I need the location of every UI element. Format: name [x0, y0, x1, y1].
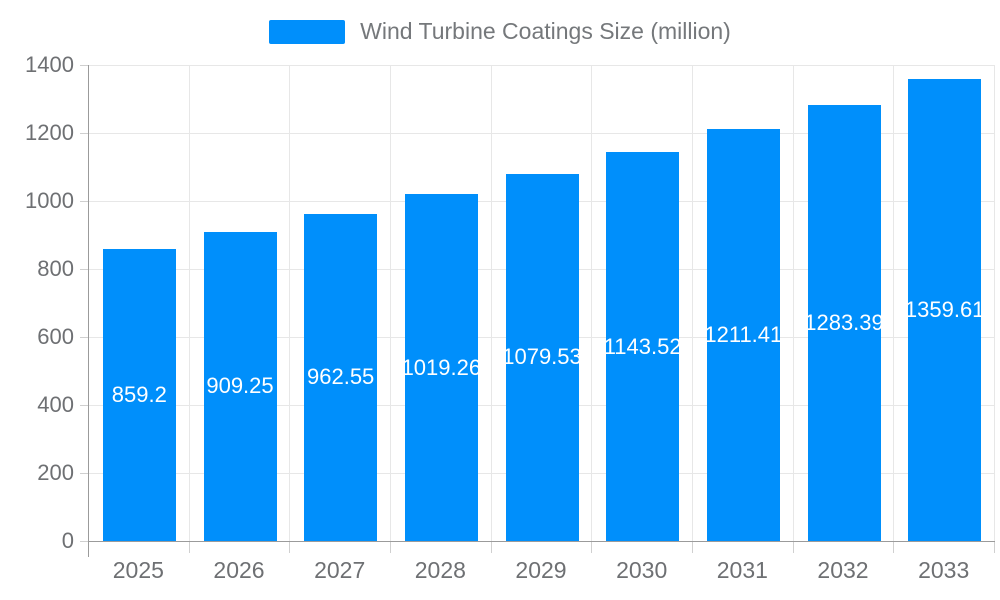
- x-axis-tick-mark: [289, 542, 290, 553]
- x-axis-tick-label: 2029: [515, 557, 567, 583]
- y-axis-tick-label: 800: [37, 256, 74, 281]
- bar-value-label: 1143.52: [606, 333, 680, 359]
- y-axis-tick-mark: [80, 201, 88, 202]
- y-axis-tick-label: 1000: [25, 188, 74, 213]
- y-axis-tick-mark: [80, 541, 88, 542]
- x-axis-tick-label: 2031: [716, 557, 768, 583]
- y-axis-tick-label: 1200: [25, 120, 74, 145]
- x-gridline: [289, 65, 290, 541]
- y-axis-tick-mark: [80, 473, 88, 474]
- y-axis-tick-label: 1400: [25, 52, 74, 77]
- y-gridline: [89, 133, 995, 134]
- x-axis-tick-mark: [692, 542, 693, 553]
- legend-swatch-icon: [269, 19, 346, 44]
- x-gridline: [189, 65, 190, 541]
- x-axis-tick-label: 2028: [414, 557, 466, 583]
- x-axis-tick-label: 2033: [918, 557, 970, 583]
- x-axis-tick-mark: [491, 542, 492, 553]
- x-gridline: [491, 65, 492, 541]
- x-axis-tick-mark: [793, 542, 794, 553]
- bar-2030[interactable]: 1143.52: [606, 152, 680, 541]
- bar-value-label: 1079.53: [505, 344, 579, 370]
- x-axis-tick-label: 2030: [616, 557, 668, 583]
- x-axis-tick-mark: [189, 542, 190, 553]
- legend-label: Wind Turbine Coatings Size (million): [360, 18, 731, 44]
- bar-2031[interactable]: 1211.41: [706, 129, 780, 541]
- legend[interactable]: Wind Turbine Coatings Size (million): [0, 18, 1000, 45]
- y-axis-tick-label: 400: [37, 392, 74, 417]
- bar-2029[interactable]: 1079.53: [505, 173, 579, 541]
- bar-value-label: 1019.26: [404, 354, 478, 380]
- x-axis-tick-label: 2026: [213, 557, 265, 583]
- y-axis-extension: [88, 542, 89, 557]
- bar-value-label: 1211.41: [706, 322, 780, 348]
- x-gridline: [793, 65, 794, 541]
- bar-value-label: 962.55: [307, 364, 375, 390]
- x-axis-tick-mark: [390, 542, 391, 553]
- y-axis-tick-label: 600: [37, 324, 74, 349]
- y-axis-tick-label: 200: [37, 460, 74, 485]
- bar-value-label: 909.25: [206, 373, 274, 399]
- plot-area: 859.2 909.25 962.55 1019.26 1079.53 1143.52 12…: [88, 65, 995, 542]
- y-axis-tick-mark: [80, 133, 88, 134]
- bar-2028[interactable]: 1019.26: [404, 194, 478, 541]
- x-gridline: [591, 65, 592, 541]
- bar-value-label: 859.2: [111, 381, 167, 407]
- y-gridline: [89, 65, 995, 66]
- x-axis-tick-label: 2032: [817, 557, 869, 583]
- x-gridline: [692, 65, 693, 541]
- y-axis-tick-mark: [80, 269, 88, 270]
- x-gridline: [390, 65, 391, 541]
- x-axis-tick-mark: [591, 542, 592, 553]
- x-gridline: [893, 65, 894, 541]
- x-axis-tick-label: 2025: [112, 557, 164, 583]
- bar-2027[interactable]: 962.55: [304, 213, 378, 541]
- y-axis-tick-mark: [80, 337, 88, 338]
- x-axis-tick-mark: [893, 542, 894, 553]
- y-axis-tick-label: 0: [61, 528, 74, 553]
- bar-2026[interactable]: 909.25: [203, 231, 277, 541]
- y-axis-tick-mark: [80, 65, 88, 66]
- bar-value-label: 1359.61: [908, 296, 982, 322]
- x-gridline: [994, 65, 995, 541]
- bar-2032[interactable]: 1283.39: [807, 104, 881, 541]
- bar-value-label: 1283.39: [807, 309, 881, 335]
- x-axis-tick-mark: [994, 542, 995, 553]
- bar-2033[interactable]: 1359.61: [908, 78, 982, 541]
- y-axis-tick-mark: [80, 405, 88, 406]
- x-axis-tick-label: 2027: [314, 557, 366, 583]
- bar-2025[interactable]: 859.2: [102, 248, 176, 541]
